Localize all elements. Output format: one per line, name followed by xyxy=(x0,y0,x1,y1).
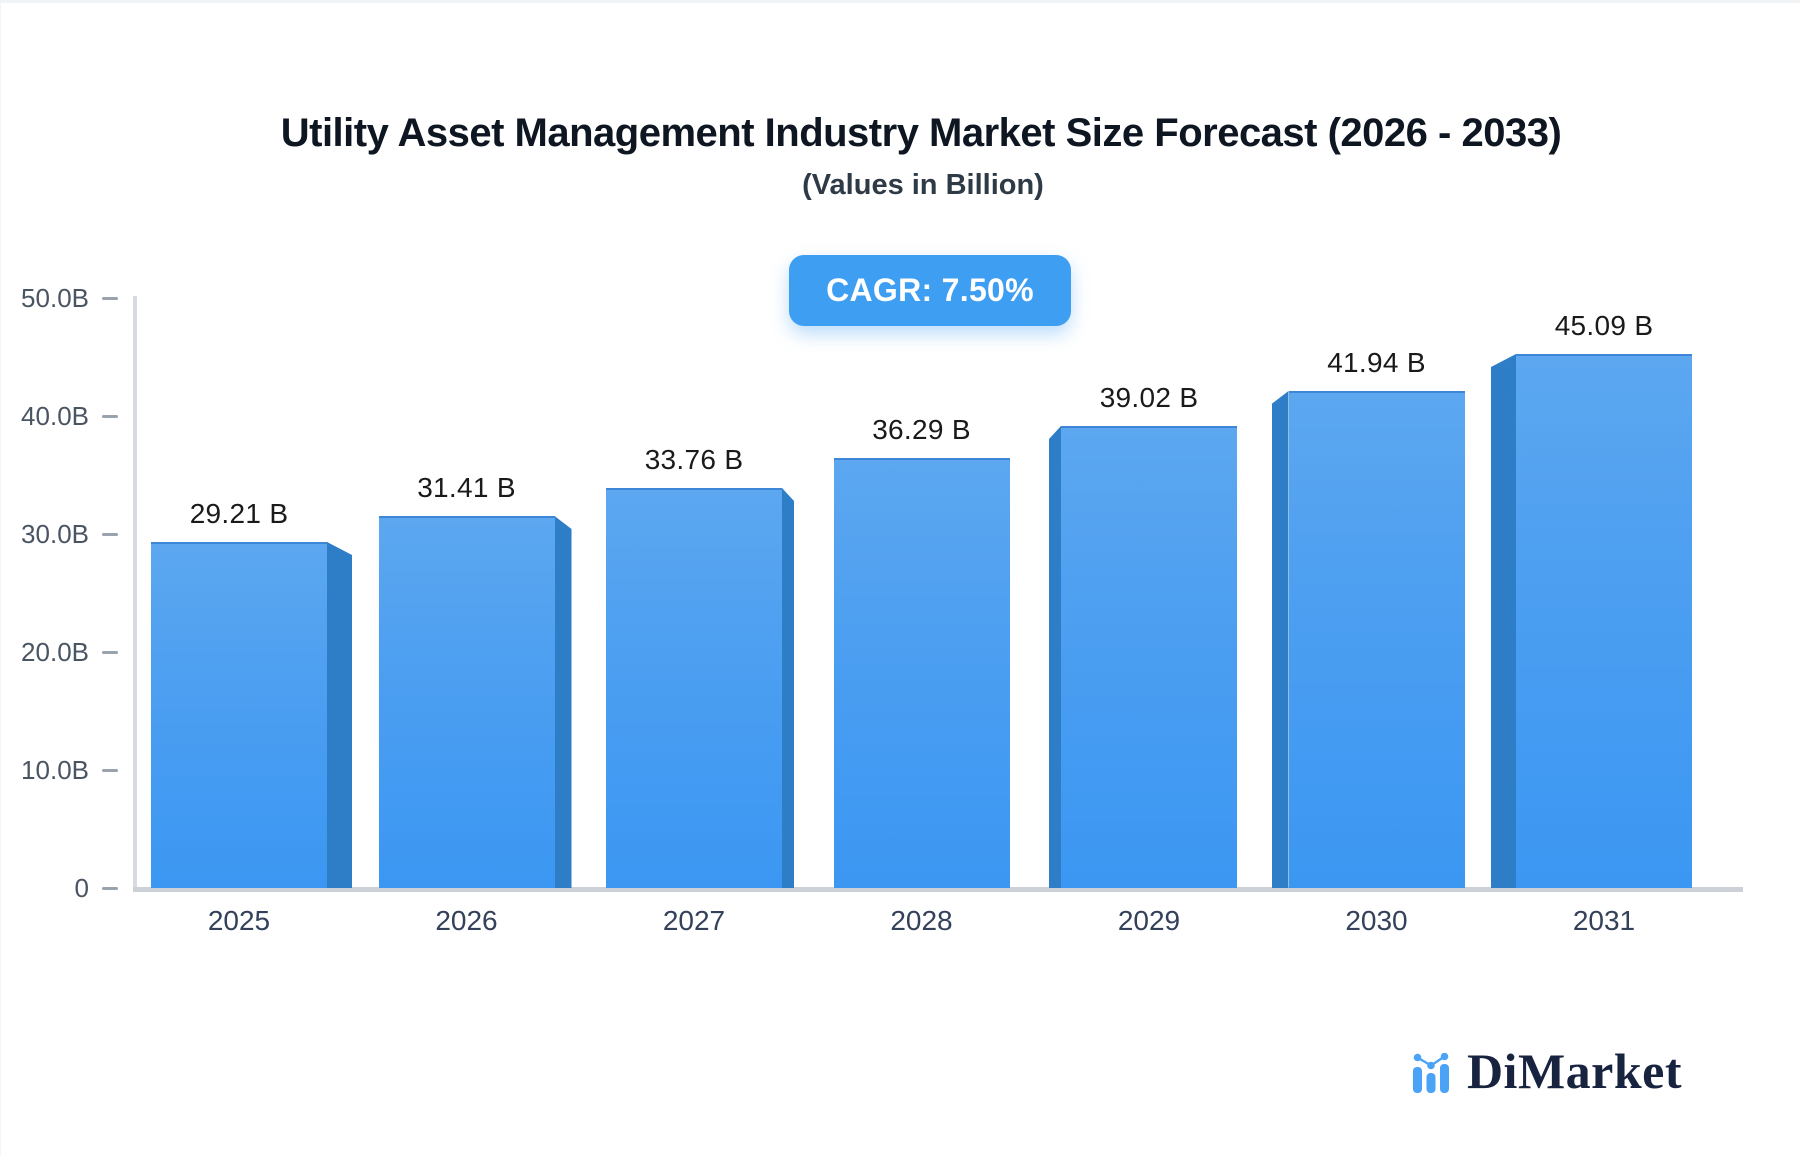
y-tick-label: 50.0B xyxy=(21,283,89,313)
bar-value-label: 31.41 B xyxy=(417,472,516,503)
bar-value-label: 39.02 B xyxy=(1099,382,1199,413)
bar-2027 xyxy=(606,488,782,888)
cagr-badge-label: CAGR: 7.50% xyxy=(826,272,1034,308)
y-tick-label: 10.0B xyxy=(21,755,89,785)
bar-2028 xyxy=(833,458,1010,888)
cagr-badge: CAGR: 7.50% xyxy=(789,255,1071,326)
bar-value-label: 45.09 B xyxy=(1554,310,1654,341)
x-axis-label-2030: 2030 xyxy=(1345,905,1408,936)
chart-subtitle: (Values in Billion) xyxy=(802,169,1044,201)
x-axis-line xyxy=(133,887,1743,892)
brand-logo: DiMarket xyxy=(1412,1043,1682,1099)
y-tick xyxy=(102,768,118,772)
page-title: Utility Asset Management Industry Market… xyxy=(280,111,1562,155)
bar-2030 xyxy=(1288,391,1465,888)
bar-side-face xyxy=(1049,426,1061,888)
bar-value-label: 41.94 B xyxy=(1327,347,1426,378)
bar-2029 xyxy=(1061,426,1237,888)
bar-value-label: 33.76 B xyxy=(644,444,744,475)
bar-chart-logo-icon xyxy=(1412,1053,1449,1093)
y-tick xyxy=(102,414,118,418)
bar-side-face xyxy=(1491,354,1516,888)
bar-value-label: 36.29 B xyxy=(872,414,971,445)
x-axis-label-2026: 2026 xyxy=(435,905,498,936)
y-axis-line xyxy=(133,296,137,888)
y-tick xyxy=(102,886,118,890)
bar-value-label: 29.21 B xyxy=(189,498,289,529)
x-axis-label-2031: 2031 xyxy=(1572,905,1636,936)
x-axis-label-2028: 2028 xyxy=(890,905,953,936)
y-tick xyxy=(102,650,118,654)
bar-side-face xyxy=(554,516,572,888)
y-tick-label: 20.0B xyxy=(21,637,89,667)
x-axis-label-2029: 2029 xyxy=(1117,905,1181,936)
bar-2025 xyxy=(151,542,327,888)
bar-side-face xyxy=(1271,391,1289,888)
bar-side-face xyxy=(327,542,352,888)
x-axis-label-2027: 2027 xyxy=(662,905,726,936)
bar-2031 xyxy=(1516,354,1692,888)
y-tick xyxy=(102,296,118,300)
y-tick xyxy=(102,532,118,536)
x-axis-label-2025: 2025 xyxy=(207,905,271,936)
y-tick-label: 0 xyxy=(74,873,89,903)
y-tick-label: 40.0B xyxy=(21,401,89,431)
bar-side-face xyxy=(782,488,794,888)
plot-area: 0 10.0B 20.0B 30.0B 40.0B 50.0B 29.21 B 2025 31.… xyxy=(1,3,1800,1156)
bar-2026 xyxy=(378,516,555,888)
y-tick-label: 30.0B xyxy=(21,519,89,549)
brand-name: DiMarket xyxy=(1466,1043,1682,1099)
